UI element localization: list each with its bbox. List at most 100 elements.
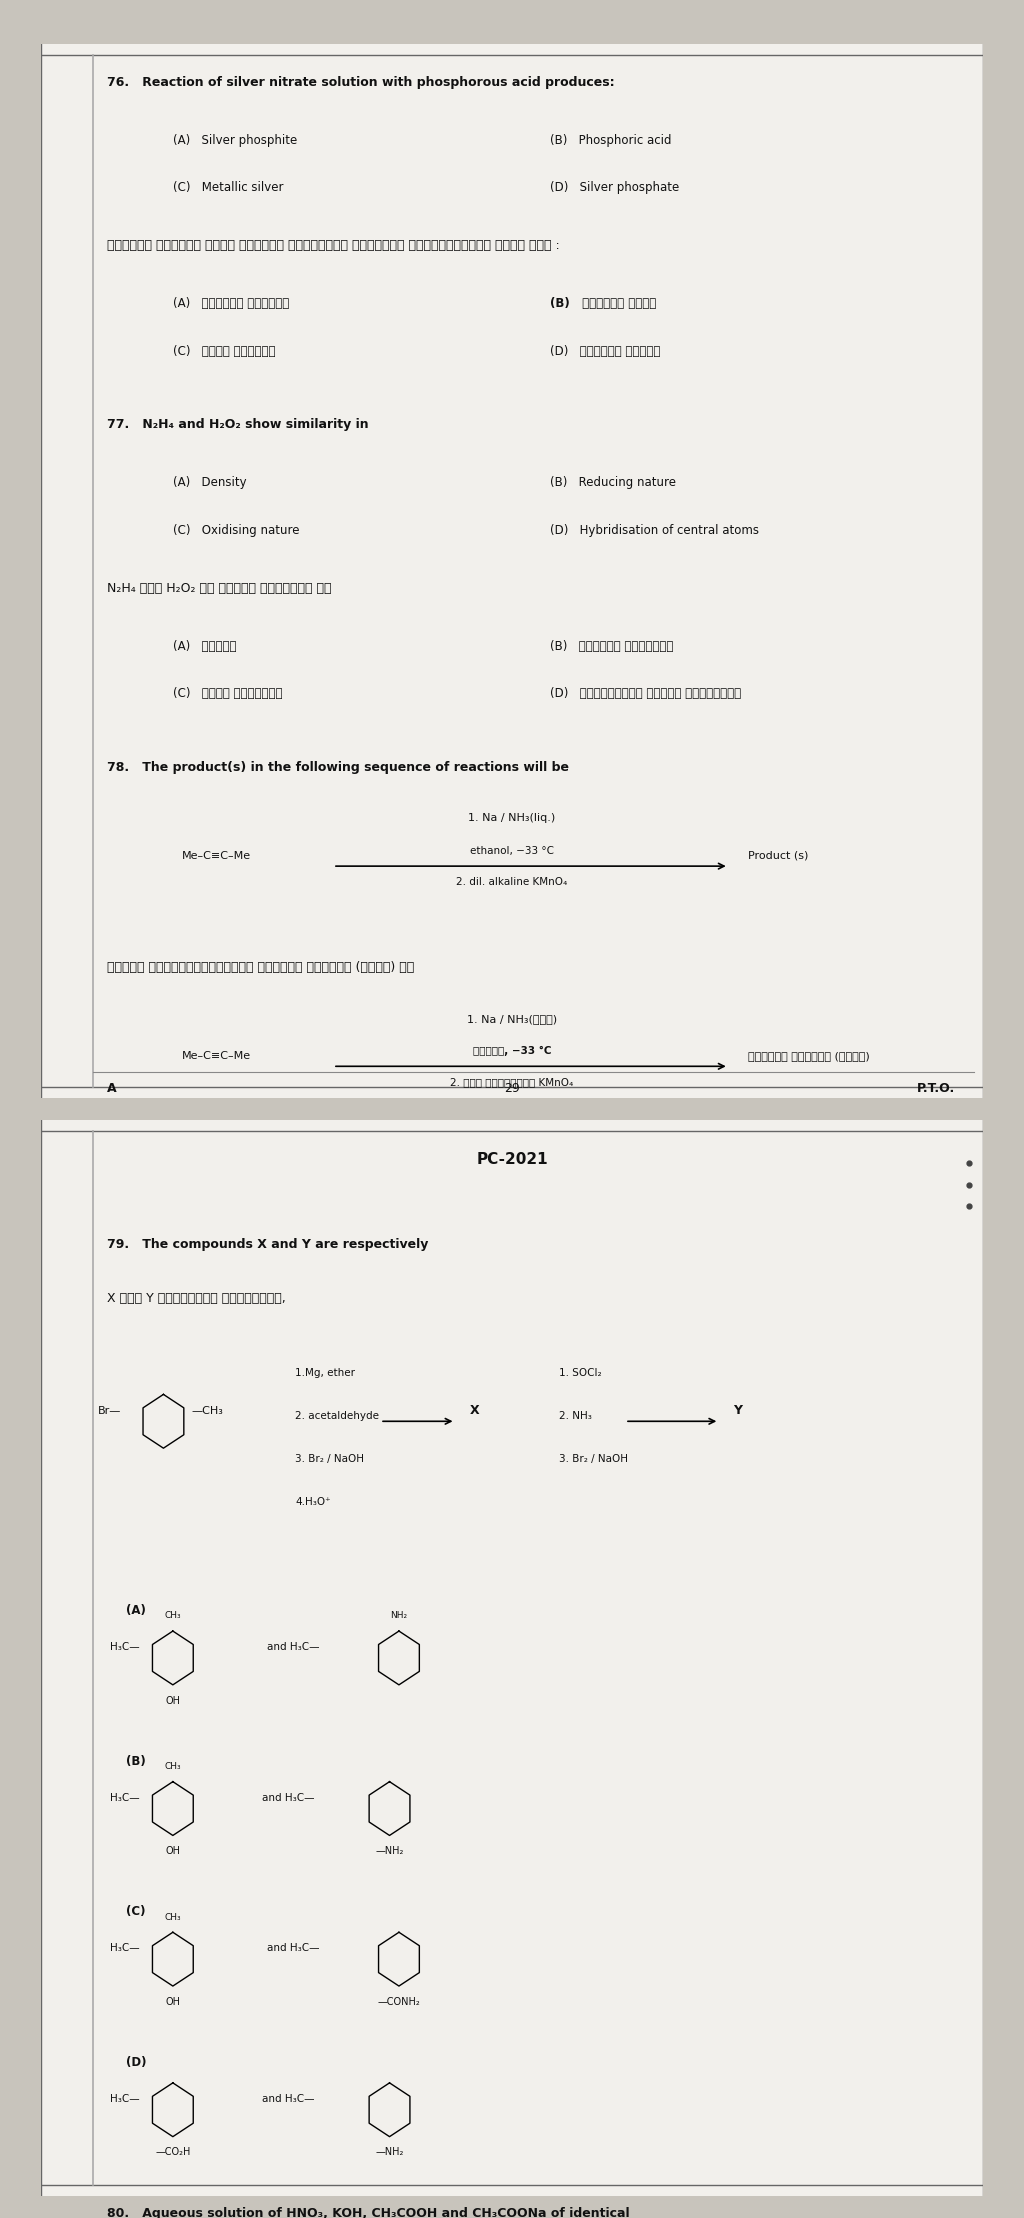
Text: (C)   Metallic silver: (C) Metallic silver	[173, 182, 284, 195]
Text: (B)   Reducing nature: (B) Reducing nature	[550, 477, 676, 490]
Text: 1. Na / NH₃(liq.): 1. Na / NH₃(liq.)	[468, 814, 556, 823]
Text: (C): (C)	[559, 1371, 579, 1384]
Text: 78.   The product(s) in the following sequence of reactions will be: 78. The product(s) in the following sequ…	[106, 761, 569, 774]
Text: 80.   Aqueous solution of HNO₃, KOH, CH₃COOH and CH₃COONa of identical: 80. Aqueous solution of HNO₃, KOH, CH₃CO…	[106, 2207, 630, 2218]
Text: and H₃C—: and H₃C—	[262, 2094, 314, 2105]
Text: (B): (B)	[333, 1371, 352, 1384]
Text: 29: 29	[504, 1082, 520, 1096]
Text: ফসফরাস আসিডের সহিত সিলভার নাইট্রেট দ্রবণের বিক্রিয়ায় তৈরী হবে :: ফসফরাস আসিডের সহিত সিলভার নাইট্রেট দ্রবণ…	[106, 240, 560, 253]
Text: Me–C≡C–Me: Me–C≡C–Me	[182, 1051, 252, 1060]
Text: 1. SOCl₂: 1. SOCl₂	[559, 1369, 602, 1377]
Text: (C)   জারণ প্রকৃতি: (C) জারণ প্রকৃতি	[173, 688, 283, 701]
Text: (D): (D)	[757, 1371, 777, 1384]
Text: 76.   Reaction of silver nitrate solution with phosphorous acid produces:: 76. Reaction of silver nitrate solution …	[106, 75, 614, 89]
Text: 2. NH₃: 2. NH₃	[559, 1411, 592, 1420]
Text: (C): (C)	[126, 1905, 145, 1919]
Text: Me: Me	[204, 1178, 218, 1187]
Text: X এবং Y যৌগদ্বয় যথাক্রমে,: X এবং Y যৌগদ্বয় যথাক্রমে,	[106, 1293, 286, 1304]
Text: Me: Me	[617, 1366, 632, 1377]
Text: OH: OH	[165, 1695, 180, 1706]
Text: (C)   Oxidising nature: (C) Oxidising nature	[173, 523, 299, 537]
Text: নীচের বিক্রিয়াক্রমে উৎপন্ন পদার্থ (গুলি) হল: নীচের বিক্রিয়াক্রমে উৎপন্ন পদার্থ (গুলি…	[106, 960, 414, 974]
Text: —CO₂H: —CO₂H	[156, 2147, 190, 2158]
Text: H—: H—	[563, 1313, 580, 1324]
Text: H₃C—: H₃C—	[111, 1943, 140, 1954]
Text: (B): (B)	[126, 1754, 145, 1768]
Text: HO—: HO—	[555, 1229, 580, 1240]
Text: PC-2021: PC-2021	[476, 1153, 548, 1167]
Text: (B)   বিজারণ প্রকৃতি: (B) বিজারণ প্রকৃতি	[550, 639, 673, 652]
Text: Me: Me	[204, 1366, 218, 1377]
Text: 1. Na / NH₃(তরল): 1. Na / NH₃(তরল)	[467, 1014, 557, 1025]
Text: Me: Me	[617, 1178, 632, 1187]
Text: —H: —H	[444, 1313, 461, 1324]
Text: 79.   The compounds X and Y are respectively: 79. The compounds X and Y are respective…	[106, 1238, 428, 1251]
Text: (C)   ধাতব সিলভার: (C) ধাতব সিলভার	[173, 344, 275, 357]
Text: (D)   Hybridisation of central atoms: (D) Hybridisation of central atoms	[550, 523, 759, 537]
Text: (A)   ঘনত্ব: (A) ঘনত্ব	[173, 639, 237, 652]
Text: P.T.O.: P.T.O.	[916, 1082, 954, 1096]
Text: উৎপন্ন পদার্থ (গুলি): উৎপন্ন পদার্থ (গুলি)	[748, 1051, 869, 1060]
Text: H—: H—	[148, 1229, 165, 1240]
Text: Product (s): Product (s)	[748, 852, 808, 861]
Text: OH: OH	[165, 1845, 180, 1856]
Text: 2. acetaldehyde: 2. acetaldehyde	[295, 1411, 379, 1420]
Text: 1.Mg, ether: 1.Mg, ether	[295, 1369, 355, 1377]
Text: Me–C≡C–Me: Me–C≡C–Me	[182, 852, 252, 861]
Text: HO—: HO—	[753, 1229, 777, 1240]
Text: H₃C—: H₃C—	[111, 1792, 140, 1803]
Text: (D)   কেন্দ্রিক মেলের সংকরায়ণ: (D) কেন্দ্রিক মেলের সংকরায়ণ	[550, 688, 740, 701]
Text: Y: Y	[733, 1404, 742, 1417]
Text: CH₃: CH₃	[165, 1610, 181, 1621]
Text: NH₂: NH₂	[390, 1610, 408, 1621]
Text: Me: Me	[392, 1366, 407, 1377]
Text: CH₃: CH₃	[165, 1912, 181, 1921]
Text: (A)   সিলভার ফসফাইট: (A) সিলভার ফসফাইট	[173, 297, 289, 311]
Text: H₃C—: H₃C—	[111, 1641, 140, 1652]
Text: 3. Br₂ / NaOH: 3. Br₂ / NaOH	[559, 1453, 628, 1464]
Text: (D): (D)	[126, 2056, 146, 2069]
Text: —CONH₂: —CONH₂	[378, 1996, 420, 2007]
Text: H—: H—	[337, 1229, 353, 1240]
Text: (A): (A)	[144, 1371, 165, 1384]
Text: Br—: Br—	[97, 1406, 121, 1415]
Text: HO—: HO—	[329, 1313, 353, 1324]
Text: 2. লঘু ক্ষারীয় KMnO₄: 2. লঘু ক্ষারীয় KMnO₄	[451, 1078, 573, 1087]
Text: (B)   ফসফরিক আসিড: (B) ফসফরিক আসিড	[550, 297, 656, 311]
Text: —H: —H	[868, 1313, 885, 1324]
Text: and H₃C—: and H₃C—	[267, 1641, 319, 1652]
Text: Me: Me	[816, 1178, 830, 1187]
Text: —NH₂: —NH₂	[376, 1845, 403, 1856]
Text: —NH₂: —NH₂	[376, 2147, 403, 2158]
Text: HO—: HO—	[753, 1313, 777, 1324]
Text: H₃C—: H₃C—	[111, 2094, 140, 2105]
Text: —H: —H	[868, 1229, 885, 1240]
Text: (D)   সিলভার ফসফেট: (D) সিলভার ফসফেট	[550, 344, 660, 357]
Text: —CH₃: —CH₃	[191, 1406, 223, 1415]
Text: (D)   Silver phosphate: (D) Silver phosphate	[550, 182, 679, 195]
Text: ইথানল, −33 °C: ইথানল, −33 °C	[473, 1045, 551, 1056]
Text: —OH: —OH	[671, 1313, 695, 1324]
Text: —OH: —OH	[256, 1313, 281, 1324]
Text: and H₃C—: and H₃C—	[267, 1943, 319, 1954]
Text: Me: Me	[816, 1366, 830, 1377]
Text: (A)   Silver phosphite: (A) Silver phosphite	[173, 133, 297, 146]
Text: H—: H—	[148, 1313, 165, 1324]
Text: (A)   Density: (A) Density	[173, 477, 247, 490]
Text: —OH: —OH	[256, 1229, 281, 1240]
Text: 4.H₃O⁺: 4.H₃O⁺	[295, 1497, 331, 1506]
Text: 77.   N₂H₄ and H₂O₂ show similarity in: 77. N₂H₄ and H₂O₂ show similarity in	[106, 419, 369, 430]
Text: 2. dil. alkaline KMnO₄: 2. dil. alkaline KMnO₄	[457, 876, 567, 887]
Text: 3. Br₂ / NaOH: 3. Br₂ / NaOH	[295, 1453, 365, 1464]
Text: Me: Me	[392, 1178, 407, 1187]
Text: N₂H₄ এবং H₂O₂ এর মধ্যে সাদৃশ্য হল: N₂H₄ এবং H₂O₂ এর মধ্যে সাদৃশ্য হল	[106, 581, 332, 594]
Text: (B)   Phosphoric acid: (B) Phosphoric acid	[550, 133, 671, 146]
Text: X: X	[470, 1404, 479, 1417]
Text: OH: OH	[165, 1996, 180, 2007]
Text: —H: —H	[671, 1229, 687, 1240]
Text: (A): (A)	[126, 1604, 145, 1617]
Text: and H₃C—: and H₃C—	[262, 1792, 314, 1803]
Text: A: A	[106, 1082, 117, 1096]
Text: ethanol, −33 °C: ethanol, −33 °C	[470, 845, 554, 856]
Text: —OH: —OH	[444, 1229, 469, 1240]
